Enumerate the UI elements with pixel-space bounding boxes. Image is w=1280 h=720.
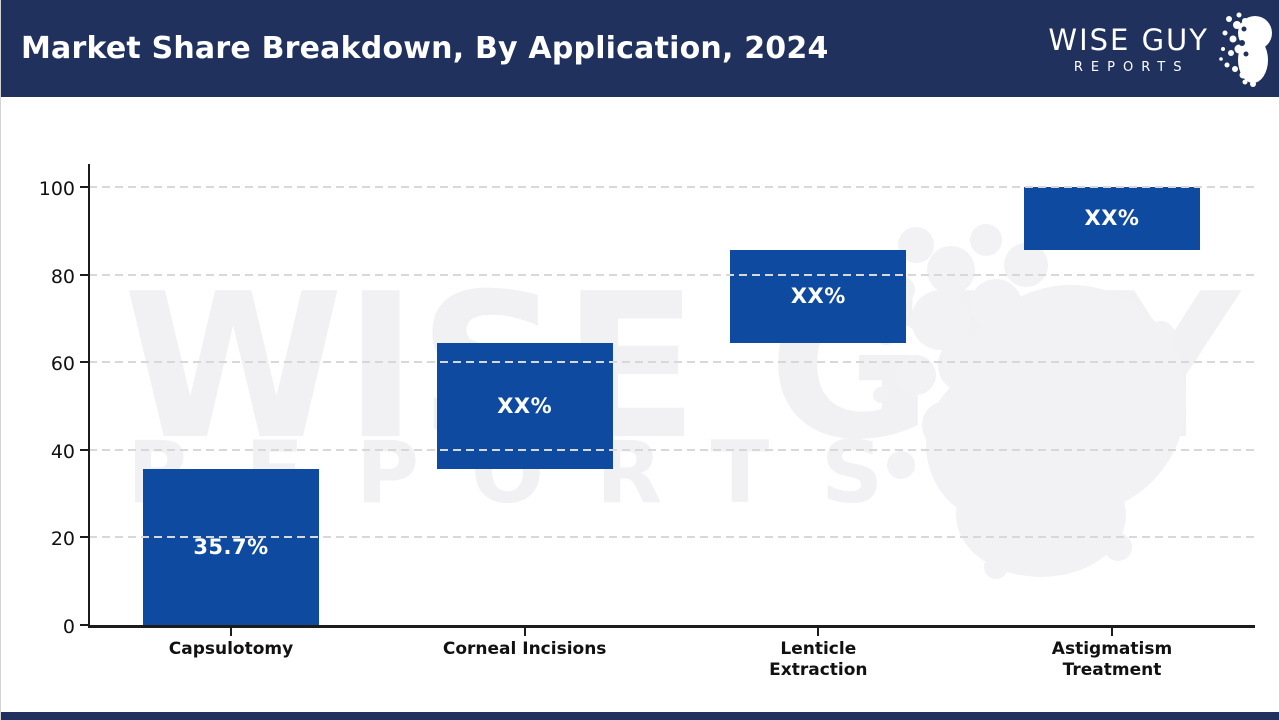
bar-lenticle-extraction: XX% [730,249,907,344]
bar-value-label: XX% [1084,206,1140,231]
x-category-label-line: Astigmatism [1051,639,1173,659]
x-category-label-line: Corneal Incisions [442,639,607,659]
y-tick-label-40: 40 [50,440,75,463]
x-category-label-3: Astigmatism Treatment [992,639,1232,682]
logo-head-icon [1219,12,1272,87]
bar-corneal-incisions: XX% [436,343,613,469]
y-tick-mark-60 [80,361,89,364]
bar-astigmatism-treatment: XX% [1023,187,1200,250]
x-tick-mark-0 [230,627,232,636]
page-title: Market Share Breakdown, By Application, … [21,31,829,66]
x-tick-mark-3 [1110,627,1113,636]
y-tick-label-80: 80 [50,265,75,288]
bar-capsulotomy: 35.7% [143,468,319,625]
bar-value-label: XX% [790,284,846,309]
x-tick-mark-1 [523,627,526,636]
gridline-80 [89,273,1255,276]
logo-wordmark: WISE GUY REPORTS [1048,23,1209,75]
y-tick-mark-80 [80,273,89,276]
x-tick-mark-2 [817,627,820,636]
header-band: Market Share Breakdown, By Application, … [1,0,1279,97]
x-category-label-1: Corneal Incisions [405,639,645,660]
x-category-label-line: Capsulotomy [168,639,294,659]
y-tick-label-0: 0 [62,616,75,638]
y-tick-mark-0 [80,624,89,626]
y-tick-mark-40 [80,448,89,451]
y-tick-mark-100 [80,186,89,188]
x-category-label-line: Lenticle [780,639,857,659]
x-axis-line [88,625,1255,628]
x-category-label-line: Extraction [769,660,868,681]
y-tick-label-100: 100 [38,178,75,200]
x-category-label-0: Capsulotomy [111,639,351,660]
y-tick-mark-20 [80,536,89,539]
y-tick-label-20: 20 [50,528,75,551]
watermark-head-icon [873,224,1186,579]
x-category-label-line: Treatment [1062,660,1162,681]
y-tick-label-60: 60 [50,353,75,376]
x-category-label-2: Lenticle Extraction [698,639,938,682]
bar-value-label: XX% [497,393,553,418]
logo-wordmark-line1: WISE GUY [1048,23,1209,57]
footer-band [1,712,1279,720]
gridline-60 [89,361,1255,364]
bar-value-label: 35.7% [193,534,269,559]
brand-logo: WISE GUY REPORTS [1048,8,1275,90]
y-axis-line [88,164,90,626]
gridline-40 [89,448,1255,451]
gridline-20 [89,536,1255,539]
gridline-100 [89,186,1255,188]
logo-wordmark-line2: REPORTS [1073,60,1190,75]
